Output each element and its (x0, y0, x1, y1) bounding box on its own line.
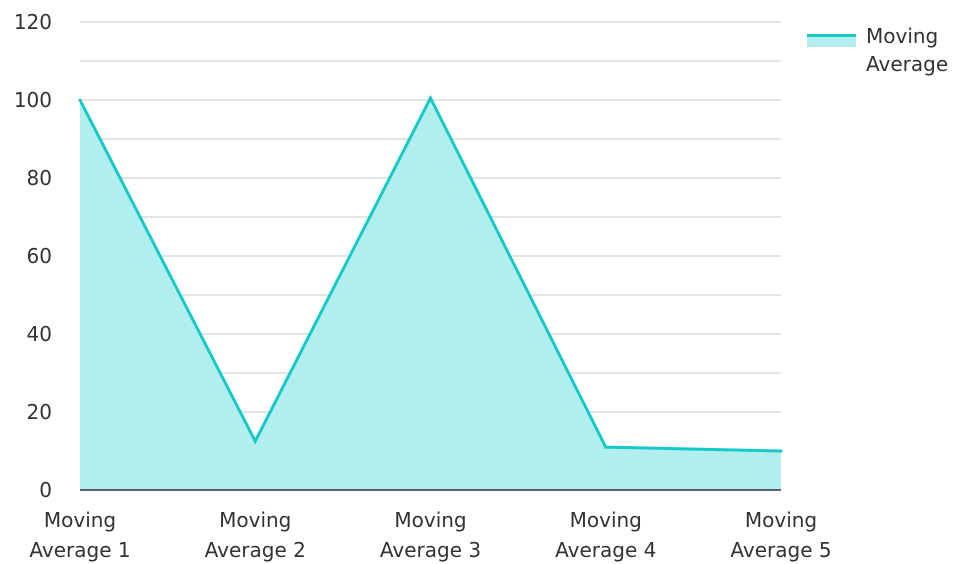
legend-label-line: Average (866, 52, 948, 76)
y-tick-label: 80 (27, 166, 52, 190)
x-tick-label-line: Moving (394, 508, 466, 532)
x-tick-label-line: Average 4 (555, 538, 656, 562)
legend-label-line: Moving (866, 24, 938, 48)
y-tick-label: 120 (14, 10, 52, 34)
x-tick-label-line: Moving (219, 508, 291, 532)
y-tick-label: 40 (27, 322, 52, 346)
y-tick-label: 0 (39, 478, 52, 502)
x-tick-label: Moving Average 2 (205, 508, 306, 562)
x-tick-label-line: Moving (570, 508, 642, 532)
x-tick-label: Moving Average 1 (29, 508, 130, 562)
data-point (78, 98, 82, 102)
data-point (429, 96, 432, 100)
legend-label: Moving Average (866, 24, 948, 76)
data-point (604, 445, 608, 449)
y-tick-label: 60 (27, 244, 52, 268)
tick-labels: 0 20 40 60 80 100 120 Moving Average 1 Moving Aver… (14, 10, 832, 562)
x-tick-label-line: Average 1 (29, 538, 130, 562)
area-layer (78, 94, 783, 491)
x-tick-label-line: Average 3 (380, 538, 481, 562)
x-tick-label: Moving Average 5 (730, 508, 831, 562)
area-fill (80, 98, 781, 491)
y-tick-label: 20 (27, 400, 52, 424)
data-point (253, 439, 257, 443)
x-tick-label: Moving Average 4 (555, 508, 656, 562)
data-point (779, 449, 783, 453)
x-tick-label-line: Average 2 (205, 538, 306, 562)
y-tick-label: 100 (14, 88, 52, 112)
x-tick-label-line: Moving (745, 508, 817, 532)
x-tick-label-line: Moving (44, 508, 116, 532)
x-tick-label: Moving Average 3 (380, 508, 481, 562)
legend: Moving Average (807, 24, 948, 76)
legend-swatch-fill (807, 34, 856, 47)
x-tick-label-line: Average 5 (730, 538, 831, 562)
